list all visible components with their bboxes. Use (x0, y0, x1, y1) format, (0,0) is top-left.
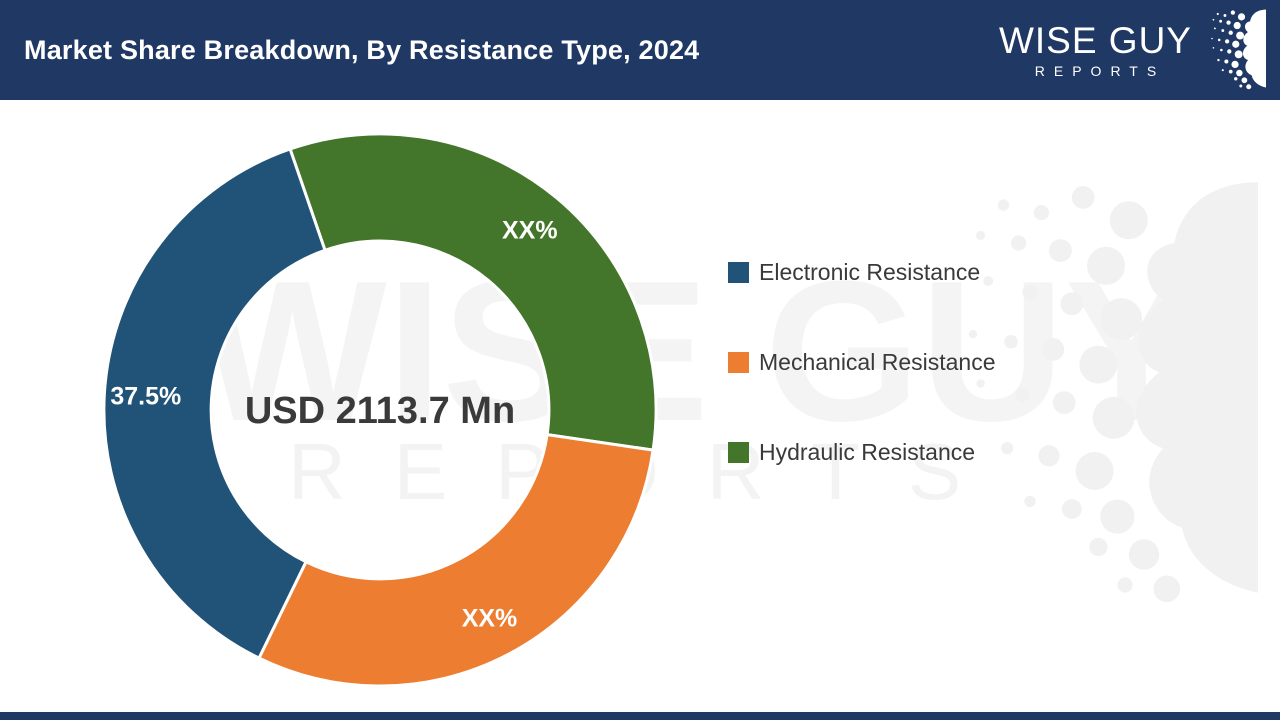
legend-swatch-hydraulic (728, 441, 749, 463)
logo-line2: REPORTS (1034, 63, 1166, 79)
legend-label: Electronic Resistance (759, 258, 981, 285)
legend-swatch-mechanical (728, 351, 749, 373)
logo-wordmark: WISE GUY REPORTS (999, 22, 1192, 78)
segment-label: XX% (462, 605, 518, 633)
logo-line1: WISE GUY (998, 20, 1192, 61)
wiseguy-head-icon (1194, 6, 1266, 94)
wiseguy-logo: WISE GUY REPORTS (999, 6, 1280, 94)
legend-item-mechanical: Mechanical Resistance (728, 348, 996, 376)
chart-center-value: USD 2113.7 Mn (245, 390, 515, 432)
footer-bar (0, 712, 1280, 720)
legend-item-electronic: Electronic Resistance (728, 258, 996, 286)
chart-legend: Electronic Resistance Mechanical Resista… (728, 258, 996, 528)
pie-segment-hydraulic-resistance (288, 132, 658, 452)
donut-segments: XX% XX% 37.5% (102, 132, 658, 688)
legend-swatch-electronic (728, 261, 749, 283)
watermark-wordmark: WISE GUY (198, 240, 1199, 463)
donut-chart: XX% XX% 37.5% USD 2113.7 Mn (102, 132, 658, 688)
legend-label: Mechanical Resistance (759, 348, 996, 375)
pie-segment-mechanical-resistance (256, 432, 655, 688)
pie-segment-electronic-resistance (102, 147, 327, 661)
segment-label: 37.5% (110, 383, 181, 411)
page-title: Market Share Breakdown, By Resistance Ty… (24, 34, 700, 65)
segment-label: XX% (502, 216, 558, 244)
legend-label: Hydraulic Resistance (759, 438, 976, 465)
legend-item-hydraulic: Hydraulic Resistance (728, 438, 996, 466)
header-bar: Market Share Breakdown, By Resistance Ty… (0, 0, 1280, 100)
